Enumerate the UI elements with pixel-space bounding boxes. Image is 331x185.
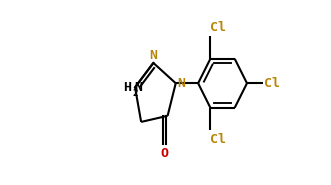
Text: N: N [134,81,142,94]
Text: 2: 2 [133,89,138,98]
Text: H: H [123,81,131,94]
Text: Cl: Cl [210,21,226,34]
Text: Cl: Cl [264,77,280,90]
Text: O: O [161,147,169,160]
Text: Cl: Cl [210,133,226,146]
Text: N: N [177,77,185,90]
Text: N: N [149,49,157,62]
